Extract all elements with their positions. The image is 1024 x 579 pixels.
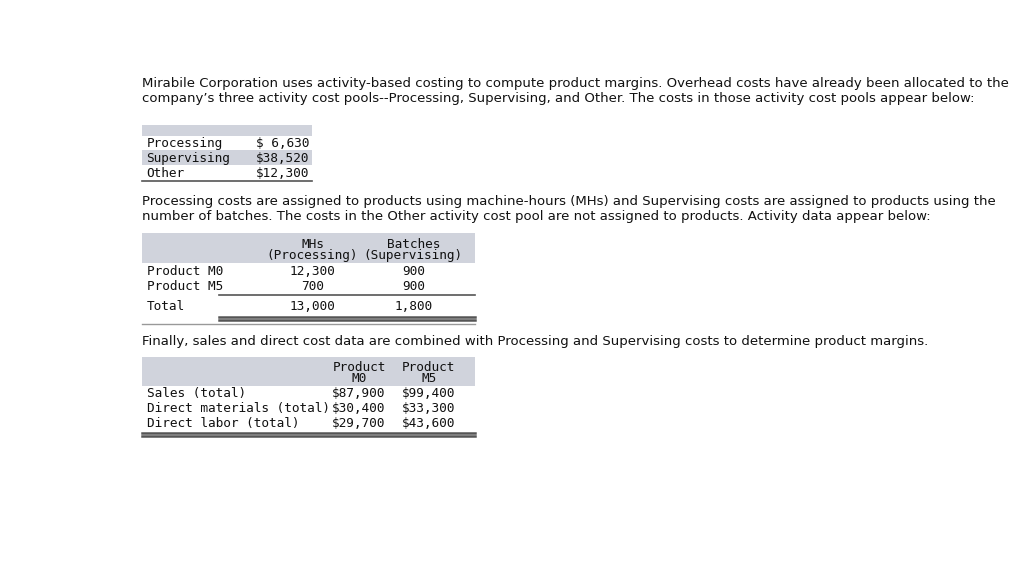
Text: $99,400: $99,400 bbox=[402, 387, 456, 401]
Text: 13,000: 13,000 bbox=[290, 300, 335, 313]
Text: Product: Product bbox=[402, 361, 456, 373]
Text: 700: 700 bbox=[301, 280, 324, 293]
Text: Processing costs are assigned to products using machine-hours (MHs) and Supervis: Processing costs are assigned to product… bbox=[142, 195, 995, 223]
Bar bbox=[142, 151, 312, 165]
Bar bbox=[142, 125, 312, 135]
Text: Product: Product bbox=[332, 361, 386, 373]
Text: 1,800: 1,800 bbox=[394, 300, 432, 313]
Text: Other: Other bbox=[146, 167, 184, 179]
Text: $87,900: $87,900 bbox=[332, 387, 386, 401]
Text: Product M5: Product M5 bbox=[146, 280, 223, 293]
Text: Sales (total): Sales (total) bbox=[146, 387, 246, 401]
Text: 900: 900 bbox=[401, 280, 425, 293]
Text: 12,300: 12,300 bbox=[290, 265, 335, 278]
Bar bbox=[142, 233, 475, 263]
Text: $29,700: $29,700 bbox=[332, 417, 386, 430]
Text: (Supervising): (Supervising) bbox=[364, 249, 463, 262]
Text: Supervising: Supervising bbox=[146, 152, 230, 165]
Text: (Processing): (Processing) bbox=[266, 249, 358, 262]
Text: MHs: MHs bbox=[301, 238, 324, 251]
Text: Batches: Batches bbox=[386, 238, 440, 251]
Text: $30,400: $30,400 bbox=[332, 402, 386, 415]
Text: $ 6,630: $ 6,630 bbox=[256, 137, 309, 150]
Text: Direct materials (total): Direct materials (total) bbox=[146, 402, 330, 415]
Text: Mirabile Corporation uses activity-based costing to compute product margins. Ove: Mirabile Corporation uses activity-based… bbox=[142, 77, 1009, 105]
Text: $38,520: $38,520 bbox=[256, 152, 309, 165]
Text: M0: M0 bbox=[351, 372, 367, 385]
Text: Direct labor (total): Direct labor (total) bbox=[146, 417, 299, 430]
Text: Processing: Processing bbox=[146, 137, 223, 150]
Text: Product M0: Product M0 bbox=[146, 265, 223, 278]
Text: Total: Total bbox=[146, 300, 184, 313]
Text: $12,300: $12,300 bbox=[256, 167, 309, 179]
Text: M5: M5 bbox=[421, 372, 436, 385]
Text: 900: 900 bbox=[401, 265, 425, 278]
Text: Finally, sales and direct cost data are combined with Processing and Supervising: Finally, sales and direct cost data are … bbox=[142, 335, 928, 348]
Text: $33,300: $33,300 bbox=[402, 402, 456, 415]
Text: $43,600: $43,600 bbox=[402, 417, 456, 430]
Bar bbox=[142, 357, 475, 386]
